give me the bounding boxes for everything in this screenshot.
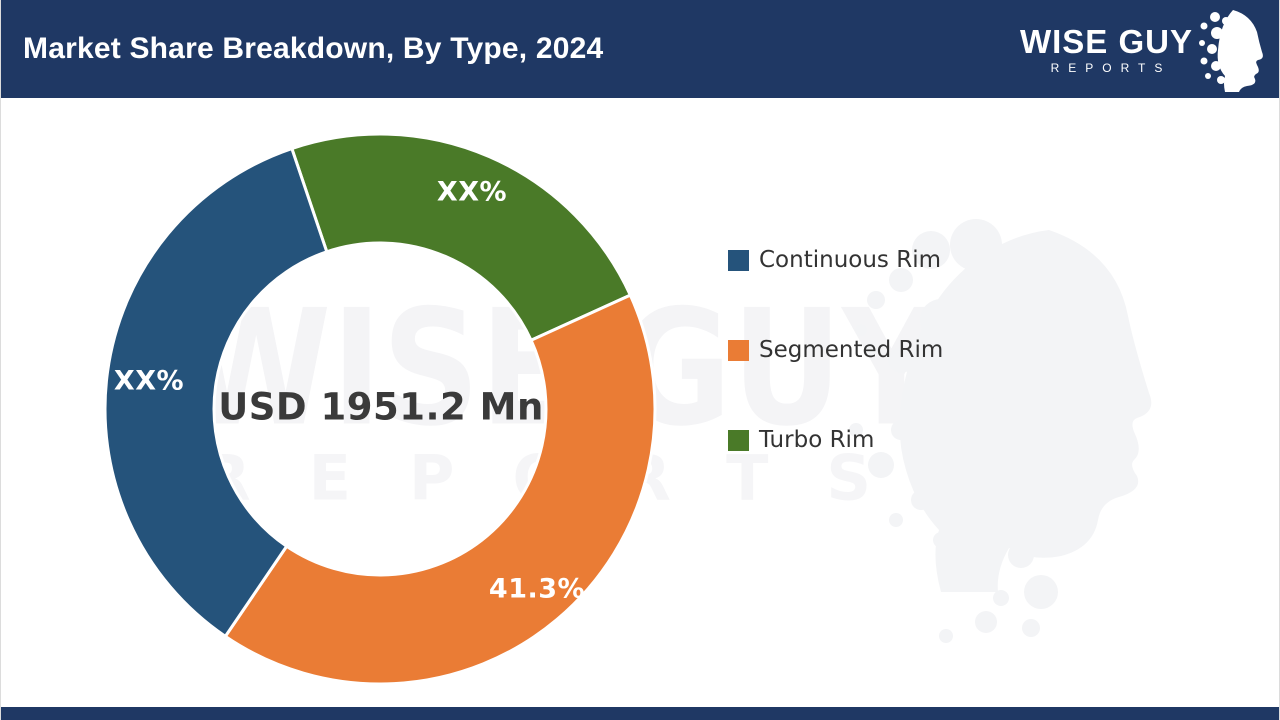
legend-item-continuous-rim: Continuous Rim xyxy=(728,246,943,274)
legend-swatch-segmented-rim xyxy=(728,339,749,361)
chart-center-total: USD 1951.2 Mn xyxy=(218,385,544,429)
legend-label-segmented-rim: Segmented Rim xyxy=(759,337,944,363)
slice-label-turbo-rim: XX% xyxy=(436,176,508,208)
brand-name: WISE GUY xyxy=(1019,22,1193,60)
legend-item-turbo-rim: Turbo Rim xyxy=(728,426,943,454)
brand-subtitle: REPORTS xyxy=(1050,60,1172,75)
brand-logo-text: WISE GUY REPORTS xyxy=(1020,25,1193,74)
slice-label-segmented-rim: 41.3% xyxy=(488,573,586,605)
slice-label-continuous-rim: XX% xyxy=(113,365,185,397)
donut-slice-continuous-rim xyxy=(103,147,329,638)
donut-slice-turbo-rim xyxy=(290,132,632,342)
donut-slice-segmented-rim xyxy=(223,293,657,686)
legend-swatch-continuous-rim xyxy=(728,249,749,271)
legend-swatch-turbo-rim xyxy=(728,429,749,451)
brand-logo: WISE GUY REPORTS xyxy=(1020,6,1265,92)
header-bar: Market Share Breakdown, By Type, 2024 WI… xyxy=(1,0,1279,98)
legend-label-turbo-rim: Turbo Rim xyxy=(759,427,875,453)
legend-item-segmented-rim: Segmented Rim xyxy=(728,336,943,364)
legend-label-continuous-rim: Continuous Rim xyxy=(759,247,941,273)
footer-bar xyxy=(1,707,1279,720)
chart-legend: Continuous Rim Segmented Rim Turbo Rim xyxy=(728,246,943,454)
page-title: Market Share Breakdown, By Type, 2024 xyxy=(23,32,604,65)
logo-face-icon xyxy=(1199,10,1263,92)
